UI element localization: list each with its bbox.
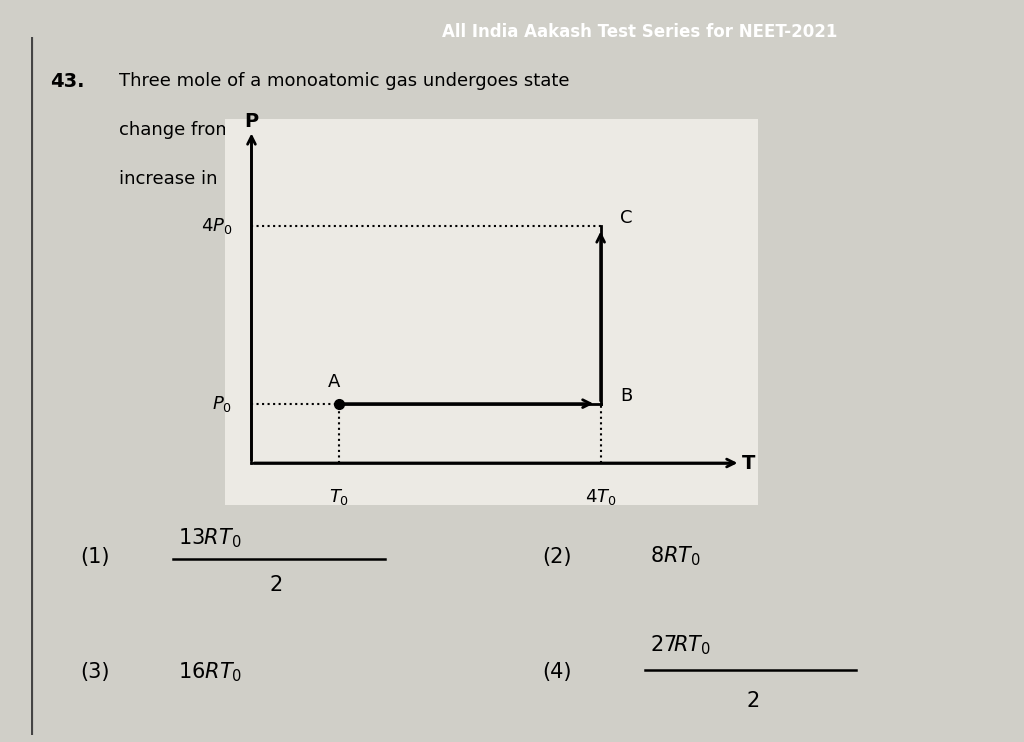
Text: $P_0$: $P_0$	[212, 394, 232, 413]
Text: (1): (1)	[80, 547, 110, 566]
Text: 2: 2	[746, 692, 760, 711]
Text: (4): (4)	[542, 663, 571, 682]
Text: $8RT_0$: $8RT_0$	[650, 545, 701, 568]
Text: P: P	[245, 112, 258, 131]
Text: T: T	[742, 453, 756, 473]
Text: (2): (2)	[542, 547, 571, 566]
Text: $27RT_0$: $27RT_0$	[650, 634, 711, 657]
Text: $T_0$: $T_0$	[329, 487, 349, 507]
Text: $16RT_0$: $16RT_0$	[178, 660, 243, 684]
Text: $4P_0$: $4P_0$	[201, 216, 232, 235]
Text: All India Aakash Test Series for NEET-2021: All India Aakash Test Series for NEET-20…	[442, 22, 838, 41]
Text: Three mole of a monoatomic gas undergoes state: Three mole of a monoatomic gas undergoes…	[119, 72, 569, 90]
Text: B: B	[620, 387, 632, 404]
Text: change from A to C as shown in the figure. The: change from A to C as shown in the figur…	[119, 121, 544, 139]
Text: (3): (3)	[80, 663, 110, 682]
Text: $13RT_0$: $13RT_0$	[178, 527, 242, 551]
Text: 2: 2	[270, 576, 283, 595]
Text: 43.: 43.	[50, 72, 85, 91]
Text: $4T_0$: $4T_0$	[585, 487, 616, 507]
Text: C: C	[620, 209, 633, 226]
Text: increase in internal energy of the gas is: increase in internal energy of the gas i…	[119, 170, 477, 188]
Text: A: A	[329, 373, 341, 391]
